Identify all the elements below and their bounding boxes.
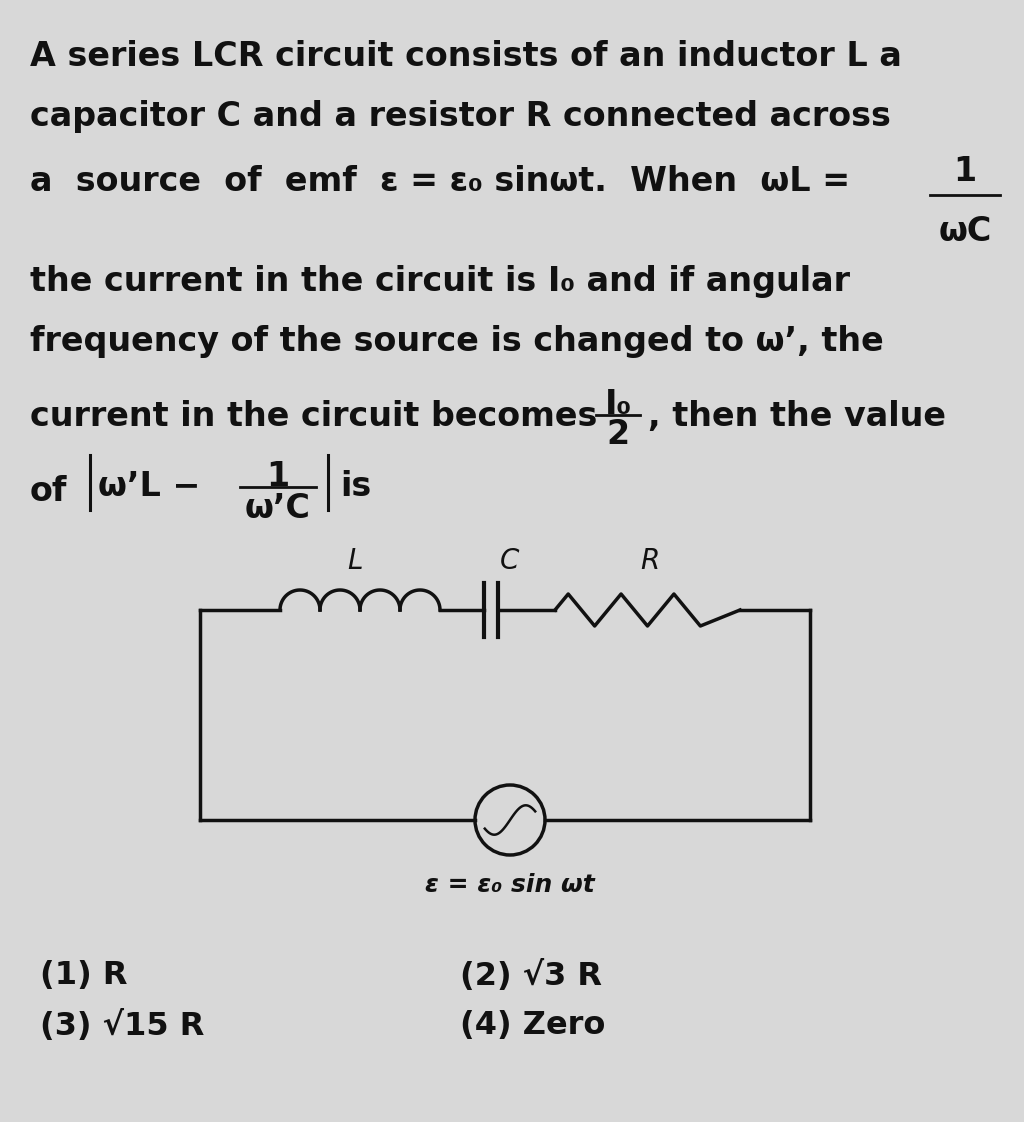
Text: current in the circuit becomes: current in the circuit becomes	[30, 401, 597, 433]
Text: , then the value: , then the value	[648, 401, 946, 433]
Text: is: is	[340, 470, 372, 503]
Text: a  source  of  emf  ε = ε₀ sinωt.  When  ωL =: a source of emf ε = ε₀ sinωt. When ωL =	[30, 165, 850, 197]
Text: ω’L −: ω’L −	[98, 470, 201, 503]
Text: A series LCR circuit consists of an inductor L a: A series LCR circuit consists of an indu…	[30, 40, 902, 73]
Text: C: C	[501, 548, 520, 574]
Text: the current in the circuit is I₀ and if angular: the current in the circuit is I₀ and if …	[30, 265, 850, 298]
Text: ε = ε₀ sin ωt: ε = ε₀ sin ωt	[425, 873, 595, 896]
Text: L: L	[347, 548, 362, 574]
Text: (2) √3 R: (2) √3 R	[460, 960, 602, 992]
Text: of: of	[30, 475, 68, 508]
Text: I₀: I₀	[604, 388, 632, 421]
Text: (3) √15 R: (3) √15 R	[40, 1010, 205, 1042]
Text: (1) R: (1) R	[40, 960, 128, 991]
Text: 1: 1	[266, 460, 290, 493]
Text: capacitor C and a resistor R connected across: capacitor C and a resistor R connected a…	[30, 100, 891, 134]
Text: ωC: ωC	[938, 215, 991, 248]
Text: ω’C: ω’C	[245, 493, 311, 525]
Text: R: R	[640, 548, 659, 574]
Text: frequency of the source is changed to ω’, the: frequency of the source is changed to ω’…	[30, 325, 884, 358]
Text: 2: 2	[606, 419, 630, 451]
Text: (4) Zero: (4) Zero	[460, 1010, 605, 1041]
Text: 1: 1	[953, 155, 977, 188]
